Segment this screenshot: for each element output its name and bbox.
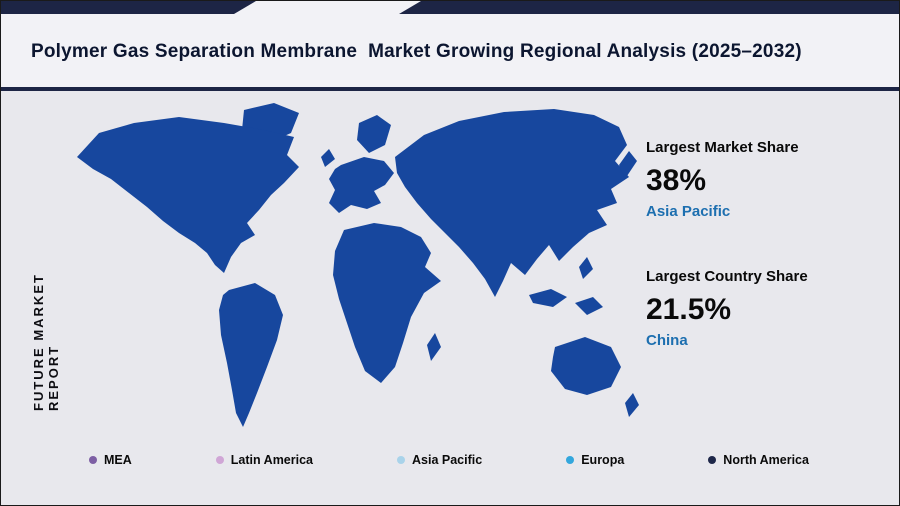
- legend-dot-north-america: [708, 456, 717, 464]
- legend-label-north-america: North America: [723, 453, 809, 467]
- legend-label-europa: Europa: [581, 453, 625, 467]
- stats-panel: Largest Market Share 38% Asia Pacific La…: [646, 139, 886, 397]
- island-philippines: [579, 257, 593, 279]
- legend-label-asia-pacific: Asia Pacific: [412, 453, 483, 467]
- world-map: [59, 95, 639, 445]
- continent-africa: [333, 223, 441, 383]
- country-share-label: Largest Country Share: [646, 268, 808, 285]
- continent-europe: [329, 157, 394, 213]
- continents: [77, 103, 639, 427]
- largest-country-share-block: Largest Country Share 21.5% China: [646, 268, 886, 349]
- country-share-region: China: [646, 332, 688, 349]
- country-share-value: 21.5%: [646, 293, 732, 326]
- header-band: [1, 1, 899, 87]
- continent-europe-scandinavia: [357, 115, 391, 153]
- islands-indonesia-west: [529, 289, 567, 307]
- legend-label-latin-america: Latin America: [230, 453, 313, 467]
- island-united-kingdom: [321, 149, 335, 167]
- legend-dot-latin-america: [215, 456, 224, 464]
- legend-label-mea: MEA: [104, 453, 132, 467]
- legend-item-asia-pacific: Asia Pacific: [397, 453, 482, 467]
- legend-item-mea: MEA: [89, 453, 132, 467]
- region-legend: MEA Latin America Asia Pacific Europa No…: [89, 453, 809, 467]
- top-left-accent-bar: [1, 1, 256, 14]
- legend-item-north-america: North America: [708, 453, 809, 467]
- largest-market-share-block: Largest Market Share 38% Asia Pacific: [646, 139, 886, 220]
- market-share-value: 38%: [646, 164, 707, 197]
- continent-south-america: [219, 283, 283, 427]
- top-right-accent-bar: [399, 1, 899, 14]
- continent-asia: [395, 109, 629, 297]
- market-share-region: Asia Pacific: [646, 203, 731, 220]
- island-japan: [619, 151, 637, 179]
- legend-dot-asia-pacific: [397, 456, 406, 464]
- legend-dot-europa: [566, 456, 575, 464]
- title-underline: [1, 87, 899, 91]
- market-share-label: Largest Market Share: [646, 139, 799, 156]
- islands-indonesia-east: [575, 297, 603, 315]
- page-title: Polymer Gas Separation Membrane Market G…: [31, 41, 802, 62]
- brand-vertical-text: FUTURE MARKET REPORT: [31, 273, 61, 411]
- legend-item-europa: Europa: [566, 453, 624, 467]
- continent-australia: [551, 337, 621, 395]
- legend-item-latin-america: Latin America: [215, 453, 313, 467]
- island-new-zealand: [625, 393, 639, 417]
- island-madagascar: [427, 333, 441, 361]
- legend-dot-mea: [89, 456, 97, 464]
- continent-north-america: [77, 117, 299, 273]
- world-map-svg: [77, 103, 639, 427]
